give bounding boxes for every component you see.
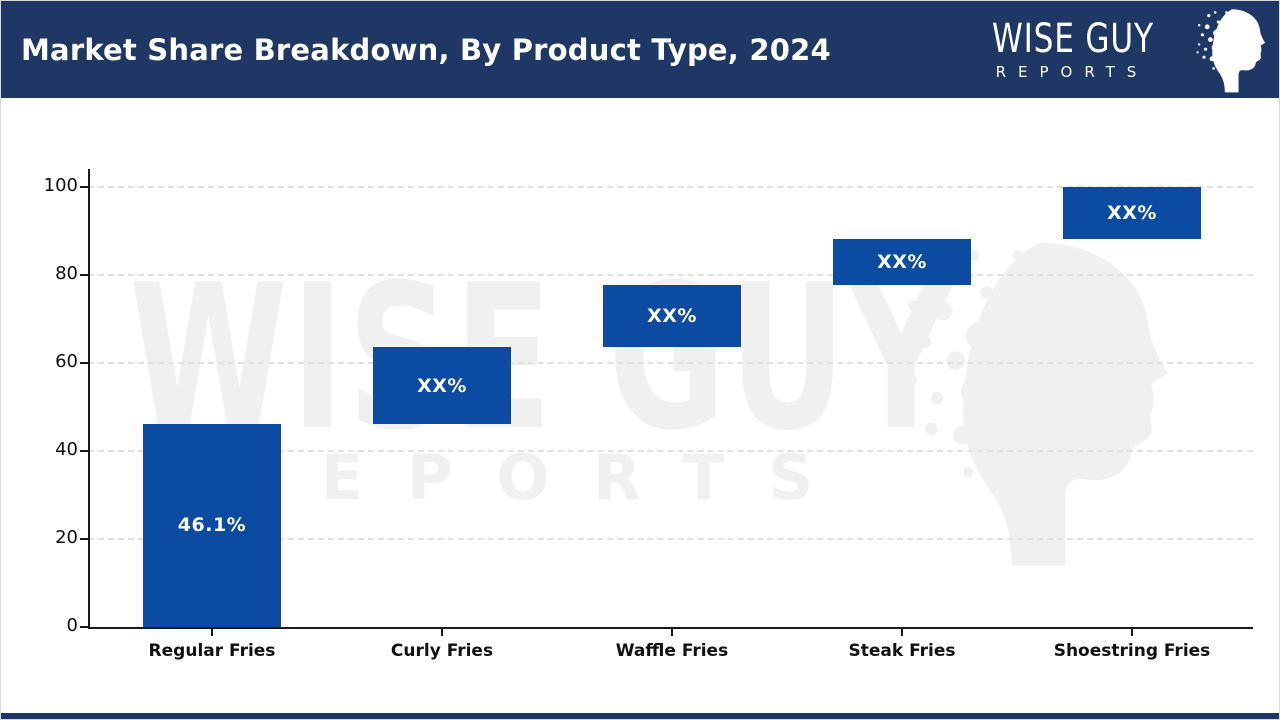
x-axis-category-label: Regular Fries	[148, 641, 276, 661]
x-axis-category-label: Shoestring Fries	[1053, 641, 1211, 661]
y-tick-label: 60	[55, 350, 78, 372]
bar: XX%	[603, 285, 741, 348]
x-tick-mark	[211, 629, 213, 636]
watermark-reports: REPORTS	[229, 441, 858, 514]
y-tick-mark	[80, 185, 88, 188]
page-title: Market Share Breakdown, By Product Type,…	[21, 32, 831, 67]
x-tick-mark	[901, 629, 903, 636]
x-axis-category-label: Waffle Fries	[615, 641, 729, 661]
y-tick-label: 100	[43, 174, 78, 196]
x-axis-category-label: Curly Fries	[390, 641, 494, 661]
x-tick-mark	[671, 629, 673, 636]
header: Market Share Breakdown, By Product Type,…	[1, 1, 1279, 98]
gridline	[88, 273, 1253, 276]
x-axis-category-label: Steak Fries	[848, 641, 956, 661]
y-tick-label: 0	[66, 615, 78, 636]
logo: WISE GUY REPORTS	[992, 1, 1271, 98]
bar-value-label: XX%	[647, 305, 697, 328]
logo-sub: REPORTS	[995, 62, 1149, 81]
x-tick-mark	[441, 629, 443, 636]
y-axis-line	[88, 169, 90, 629]
footer-bar	[1, 713, 1279, 719]
watermark-face-icon	[901, 242, 1169, 566]
gridline	[88, 361, 1253, 364]
logo-text: WISE GUY REPORTS	[992, 19, 1199, 81]
bar: XX%	[833, 239, 971, 286]
gridline	[88, 449, 1253, 452]
bar: XX%	[1063, 186, 1201, 240]
y-tick-label: 40	[55, 438, 78, 460]
y-tick-label: 20	[55, 526, 78, 548]
x-tick-mark	[1131, 629, 1133, 636]
logo-name: WISE GUY	[991, 15, 1154, 62]
bar-value-label: XX%	[877, 251, 927, 274]
bar: 46.1%	[143, 423, 281, 627]
bar: XX%	[373, 347, 511, 424]
y-tick-label: 80	[55, 262, 78, 284]
y-tick-mark	[80, 537, 88, 540]
y-tick-mark	[80, 626, 88, 628]
bar-value-label: XX%	[1107, 201, 1157, 224]
logo-face-icon	[1196, 8, 1266, 92]
bar-value-label: 46.1%	[177, 514, 247, 537]
y-tick-mark	[80, 449, 88, 452]
bar-value-label: XX%	[417, 374, 467, 397]
gridline	[88, 537, 1253, 540]
x-axis-line	[88, 627, 1253, 629]
y-tick-mark	[80, 273, 88, 276]
y-tick-mark	[80, 361, 88, 364]
gridline	[88, 185, 1253, 188]
